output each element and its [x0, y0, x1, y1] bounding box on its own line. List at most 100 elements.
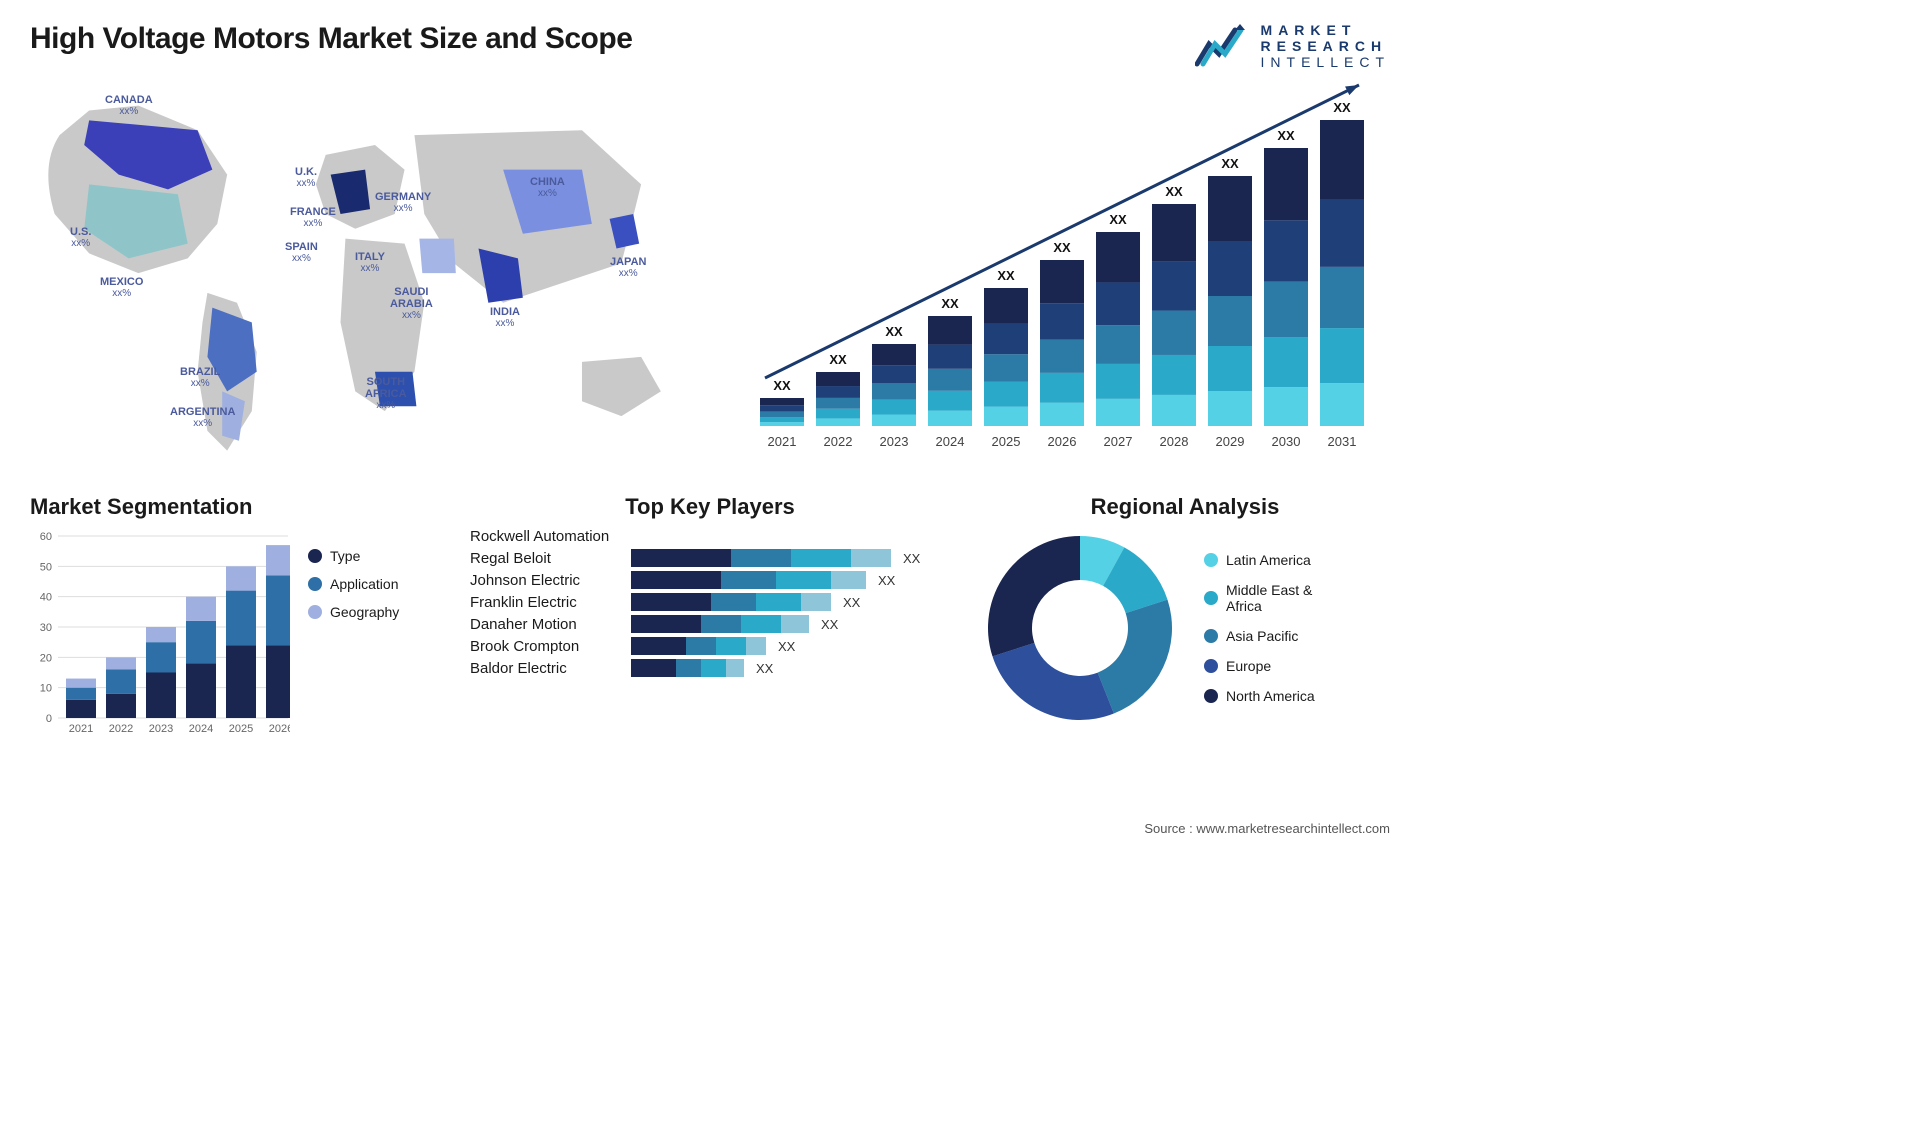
player-bar-segment: [851, 549, 891, 567]
segmentation-svg: 0102030405060202120222023202420252026: [30, 528, 290, 738]
donut-chart: [980, 528, 1180, 728]
player-row: Johnson Electric XX: [470, 571, 950, 589]
player-bar-segment: [791, 549, 851, 567]
svg-text:20: 20: [40, 652, 52, 664]
map-label: BRAZILxx%: [180, 366, 220, 389]
regional-section: Regional Analysis Latin America Middle Ea…: [980, 494, 1390, 754]
map-label: SAUDIARABIAxx%: [390, 286, 433, 321]
top-row: CANADAxx%U.S.xx%MEXICOxx%BRAZILxx%ARGENT…: [30, 76, 1390, 476]
player-name: Rockwell Automation: [470, 528, 625, 545]
player-bar: [631, 637, 766, 655]
svg-text:XX: XX: [1221, 156, 1239, 171]
svg-text:XX: XX: [773, 378, 791, 393]
svg-text:2022: 2022: [824, 434, 853, 449]
player-name: Regal Beloit: [470, 550, 625, 567]
player-bar-segment: [746, 637, 766, 655]
svg-text:30: 30: [40, 622, 52, 634]
svg-text:2031: 2031: [1328, 434, 1357, 449]
player-bar-segment: [721, 571, 776, 589]
regional-title: Regional Analysis: [980, 494, 1390, 520]
source-text: Source : www.marketresearchintellect.com: [1144, 821, 1390, 836]
svg-text:10: 10: [40, 683, 52, 695]
player-bar-segment: [781, 615, 809, 633]
players-section: Top Key Players Rockwell AutomationRegal…: [470, 494, 950, 754]
legend-swatch-icon: [1204, 553, 1218, 567]
player-name: Danaher Motion: [470, 616, 625, 633]
svg-text:2021: 2021: [69, 723, 93, 735]
legend-swatch-icon: [308, 605, 322, 619]
svg-text:XX: XX: [1333, 100, 1351, 115]
segmentation-legend: Type Application Geography: [308, 528, 399, 738]
svg-text:2029: 2029: [1216, 434, 1245, 449]
segmentation-section: Market Segmentation 01020304050602021202…: [30, 494, 440, 754]
player-bar-segment: [711, 593, 756, 611]
svg-text:2024: 2024: [936, 434, 965, 449]
map-label: GERMANYxx%: [375, 191, 431, 214]
legend-item: Type: [308, 548, 399, 564]
svg-text:40: 40: [40, 592, 52, 604]
player-bar: [631, 615, 809, 633]
legend-item: Latin America: [1204, 552, 1315, 568]
svg-text:2025: 2025: [992, 434, 1021, 449]
player-bar-segment: [756, 593, 801, 611]
player-bar-segment: [631, 637, 686, 655]
player-bar-segment: [686, 637, 716, 655]
players-list: Rockwell AutomationRegal BeloitXXJohnson…: [470, 528, 950, 677]
logo-line3: INTELLECT: [1261, 54, 1390, 70]
player-bar-segment: [631, 549, 731, 567]
svg-text:XX: XX: [997, 268, 1015, 283]
logo-mark-icon: [1195, 24, 1249, 68]
svg-text:XX: XX: [885, 324, 903, 339]
legend-label: Asia Pacific: [1226, 628, 1298, 644]
map-label: INDIAxx%: [490, 306, 520, 329]
map-label: U.S.xx%: [70, 226, 91, 249]
player-bar-segment: [741, 615, 781, 633]
player-bar-segment: [801, 593, 831, 611]
segmentation-chart: 0102030405060202120222023202420252026: [30, 528, 290, 738]
svg-text:XX: XX: [1109, 212, 1127, 227]
legend-label: North America: [1226, 688, 1315, 704]
svg-text:2024: 2024: [189, 723, 213, 735]
player-name: Johnson Electric: [470, 572, 625, 589]
player-bar: [631, 593, 831, 611]
player-bar-segment: [701, 659, 726, 677]
legend-label: Latin America: [1226, 552, 1311, 568]
svg-text:XX: XX: [1165, 184, 1183, 199]
player-bar-segment: [631, 593, 711, 611]
player-bar: [631, 549, 891, 567]
player-value: XX: [843, 595, 860, 610]
player-bar: [631, 571, 866, 589]
world-map: CANADAxx%U.S.xx%MEXICOxx%BRAZILxx%ARGENT…: [30, 76, 720, 476]
svg-text:XX: XX: [1053, 240, 1071, 255]
player-bar-segment: [676, 659, 701, 677]
player-row: Baldor Electric XX: [470, 659, 950, 677]
page-title: High Voltage Motors Market Size and Scop…: [30, 22, 1390, 56]
legend-item: Middle East &Africa: [1204, 582, 1315, 614]
player-name: Baldor Electric: [470, 660, 625, 677]
player-value: XX: [821, 617, 838, 632]
map-label: CHINAxx%: [530, 176, 565, 199]
regional-legend: Latin America Middle East &Africa Asia Pac…: [1204, 552, 1315, 704]
svg-text:2026: 2026: [1048, 434, 1077, 449]
player-value: XX: [756, 661, 773, 676]
legend-swatch-icon: [1204, 591, 1218, 605]
svg-text:2021: 2021: [768, 434, 797, 449]
player-value: XX: [903, 551, 920, 566]
legend-item: Europe: [1204, 658, 1315, 674]
map-label: U.K.xx%: [295, 166, 317, 189]
player-bar-segment: [731, 549, 791, 567]
legend-item: Asia Pacific: [1204, 628, 1315, 644]
player-row: Danaher Motion XX: [470, 615, 950, 633]
segmentation-area: 0102030405060202120222023202420252026 Ty…: [30, 528, 440, 738]
map-label: FRANCExx%: [290, 206, 336, 229]
svg-text:2023: 2023: [149, 723, 173, 735]
bottom-row: Market Segmentation 01020304050602021202…: [30, 494, 1390, 754]
player-value: XX: [878, 573, 895, 588]
player-name: Brook Crompton: [470, 638, 625, 655]
map-label: MEXICOxx%: [100, 276, 143, 299]
legend-item: Application: [308, 576, 399, 592]
svg-text:XX: XX: [941, 296, 959, 311]
player-bar: [631, 659, 744, 677]
legend-label: Type: [330, 548, 360, 564]
legend-item: Geography: [308, 604, 399, 620]
